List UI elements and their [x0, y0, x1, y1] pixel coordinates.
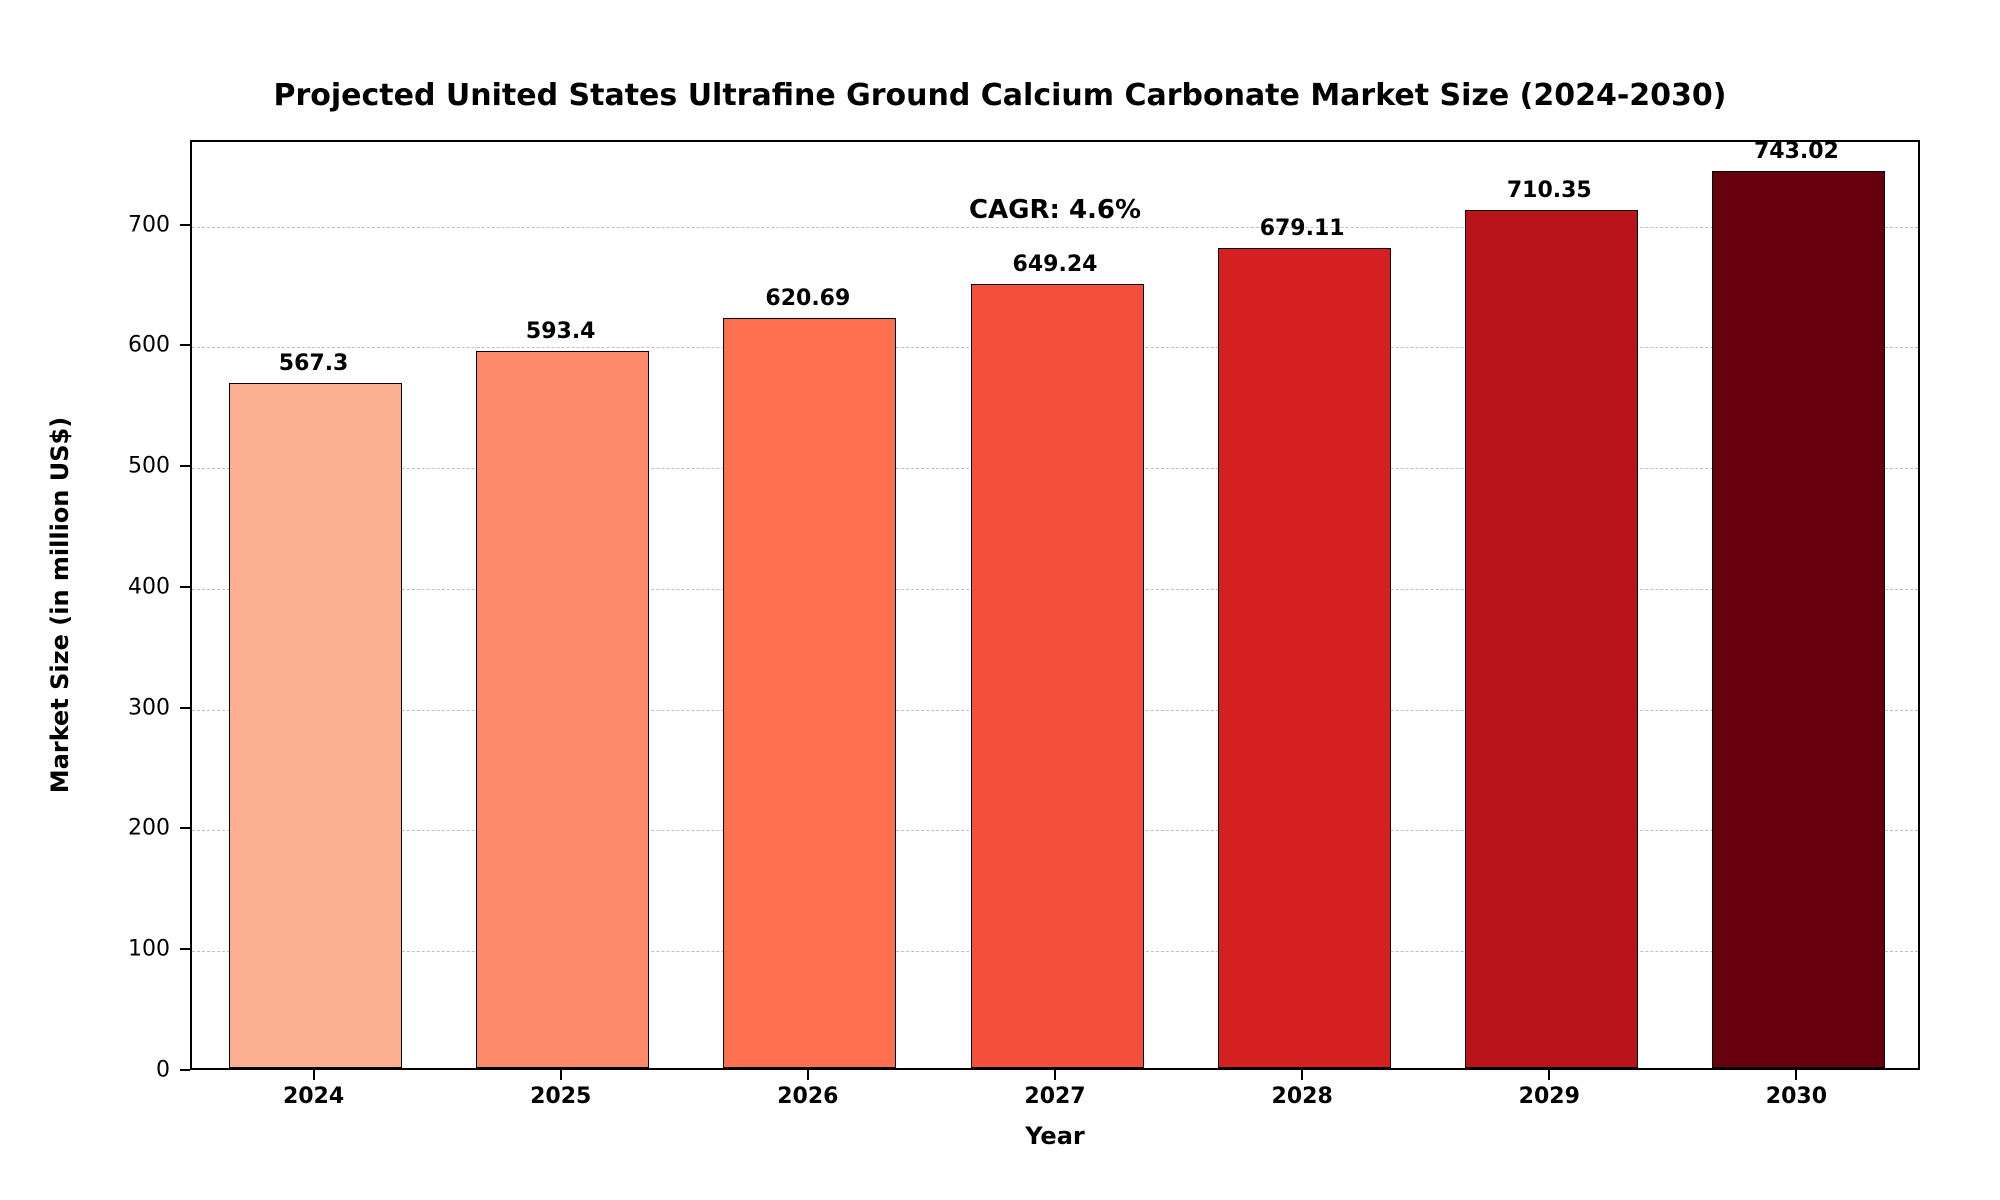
y-tick-label: 500: [0, 454, 170, 479]
x-tick-mark: [1795, 1070, 1797, 1080]
bar-value-label: 593.4: [526, 319, 596, 344]
y-tick-label: 0: [0, 1058, 170, 1083]
x-tick-mark: [313, 1070, 315, 1080]
x-tick-label: 2027: [1024, 1084, 1085, 1109]
bar-value-label: 743.02: [1754, 139, 1839, 164]
bar-value-label: 620.69: [765, 286, 850, 311]
y-tick-label: 300: [0, 695, 170, 720]
x-tick-label: 2026: [777, 1084, 838, 1109]
gridline: [192, 227, 1918, 228]
x-tick-mark: [560, 1070, 562, 1080]
y-tick-label: 200: [0, 816, 170, 841]
y-tick-mark: [180, 707, 190, 709]
y-tick-mark: [180, 465, 190, 467]
plot-area: [190, 140, 1920, 1070]
x-tick-mark: [1054, 1070, 1056, 1080]
chart-container: Projected United States Ultrafine Ground…: [0, 0, 2000, 1200]
bar: [476, 351, 649, 1068]
bar-value-label: 710.35: [1507, 178, 1592, 203]
bar-value-label: 679.11: [1260, 216, 1345, 241]
y-tick-mark: [180, 224, 190, 226]
x-tick-label: 2025: [530, 1084, 591, 1109]
bar: [971, 284, 1144, 1068]
bar: [1712, 171, 1885, 1068]
y-tick-label: 400: [0, 574, 170, 599]
y-tick-label: 100: [0, 937, 170, 962]
x-tick-mark: [1301, 1070, 1303, 1080]
chart-title: Projected United States Ultrafine Ground…: [0, 78, 2000, 113]
bar: [723, 318, 896, 1068]
x-tick-label: 2028: [1272, 1084, 1333, 1109]
y-tick-label: 600: [0, 333, 170, 358]
cagr-annotation: CAGR: 4.6%: [969, 195, 1141, 225]
x-tick-label: 2024: [283, 1084, 344, 1109]
bar-value-label: 567.3: [279, 351, 349, 376]
x-tick-label: 2030: [1766, 1084, 1827, 1109]
x-tick-mark: [807, 1070, 809, 1080]
bar-value-label: 649.24: [1013, 252, 1098, 277]
x-axis-label: Year: [1025, 1122, 1084, 1150]
bar: [1218, 248, 1391, 1068]
y-tick-mark: [180, 827, 190, 829]
y-tick-mark: [180, 948, 190, 950]
y-tick-mark: [180, 344, 190, 346]
x-tick-label: 2029: [1519, 1084, 1580, 1109]
y-tick-label: 700: [0, 212, 170, 237]
bar: [229, 383, 402, 1068]
bar: [1465, 210, 1638, 1068]
y-tick-mark: [180, 1069, 190, 1071]
y-tick-mark: [180, 586, 190, 588]
x-tick-mark: [1548, 1070, 1550, 1080]
